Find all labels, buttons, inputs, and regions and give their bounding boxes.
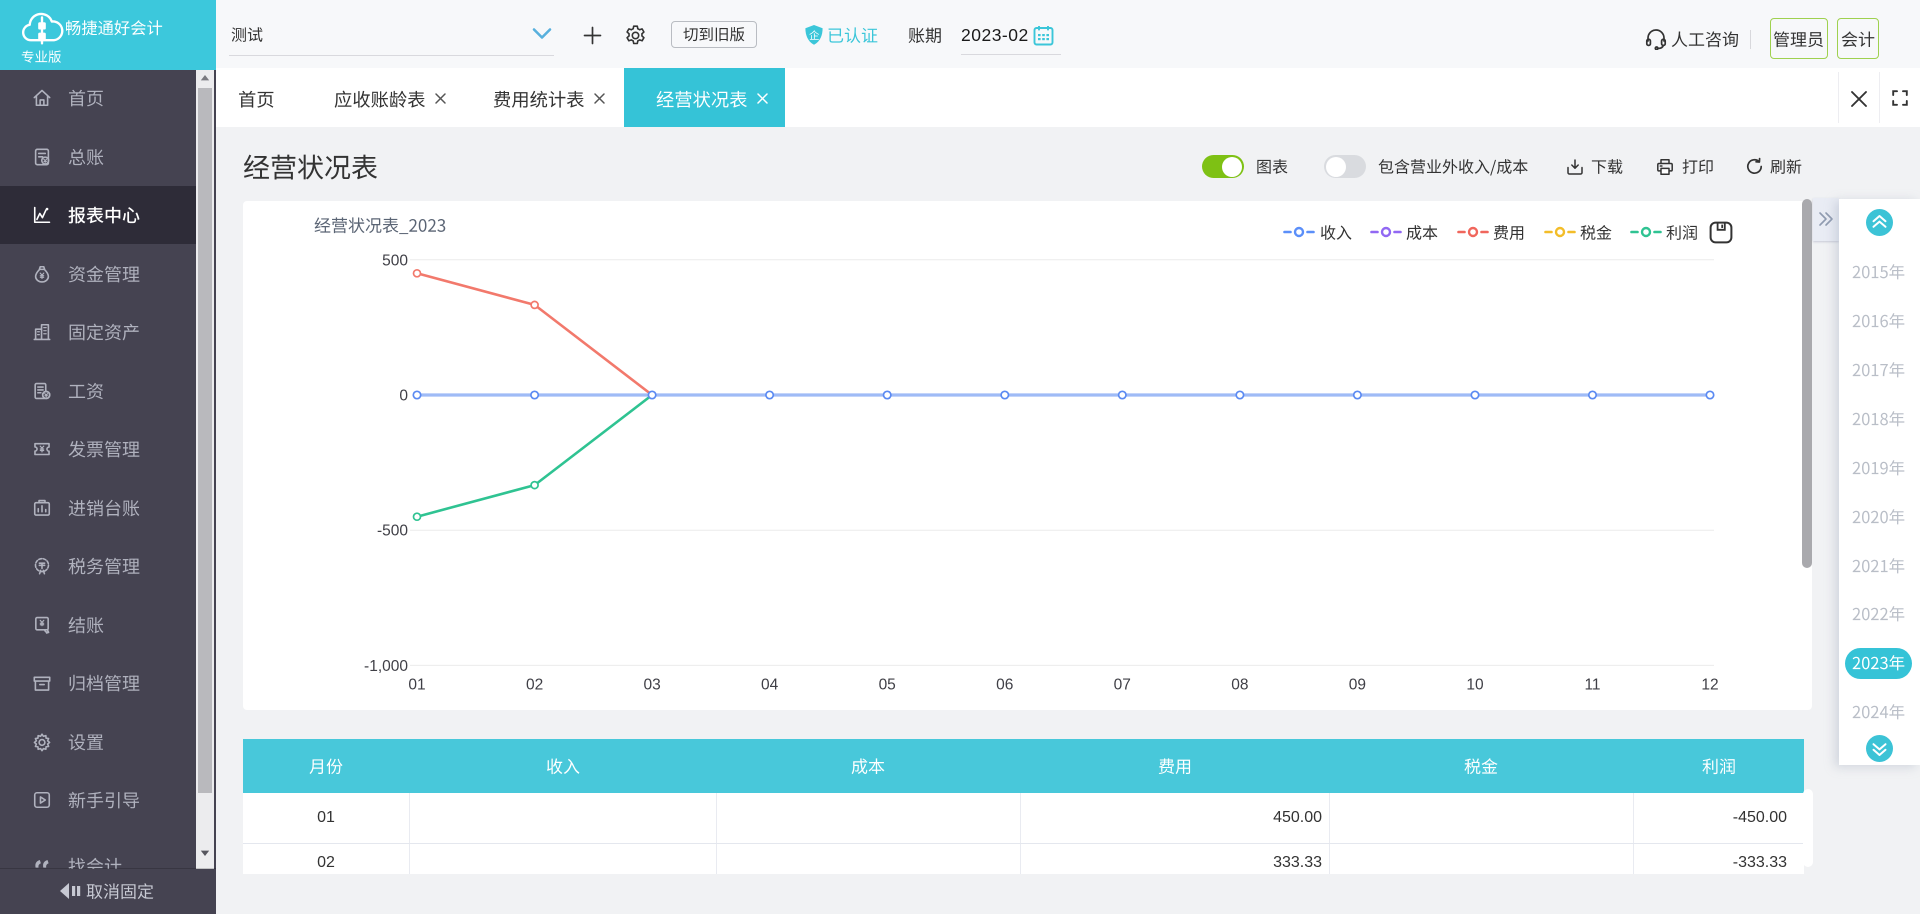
svg-text:03: 03 bbox=[643, 677, 660, 694]
svg-text:09: 09 bbox=[1349, 677, 1366, 694]
svg-text:05: 05 bbox=[879, 677, 896, 694]
svg-text:500: 500 bbox=[382, 252, 408, 269]
svg-text:0: 0 bbox=[399, 388, 408, 405]
svg-text:06: 06 bbox=[996, 677, 1013, 694]
svg-text:10: 10 bbox=[1466, 677, 1484, 694]
svg-text:01: 01 bbox=[408, 677, 425, 694]
svg-text:12: 12 bbox=[1701, 677, 1718, 694]
svg-text:04: 04 bbox=[761, 677, 779, 694]
svg-text:08: 08 bbox=[1231, 677, 1248, 694]
svg-text:02: 02 bbox=[526, 677, 543, 694]
svg-text:-500: -500 bbox=[377, 523, 408, 540]
svg-text:07: 07 bbox=[1114, 677, 1131, 694]
svg-text:11: 11 bbox=[1584, 677, 1600, 694]
svg-text:-1,000: -1,000 bbox=[364, 658, 408, 675]
